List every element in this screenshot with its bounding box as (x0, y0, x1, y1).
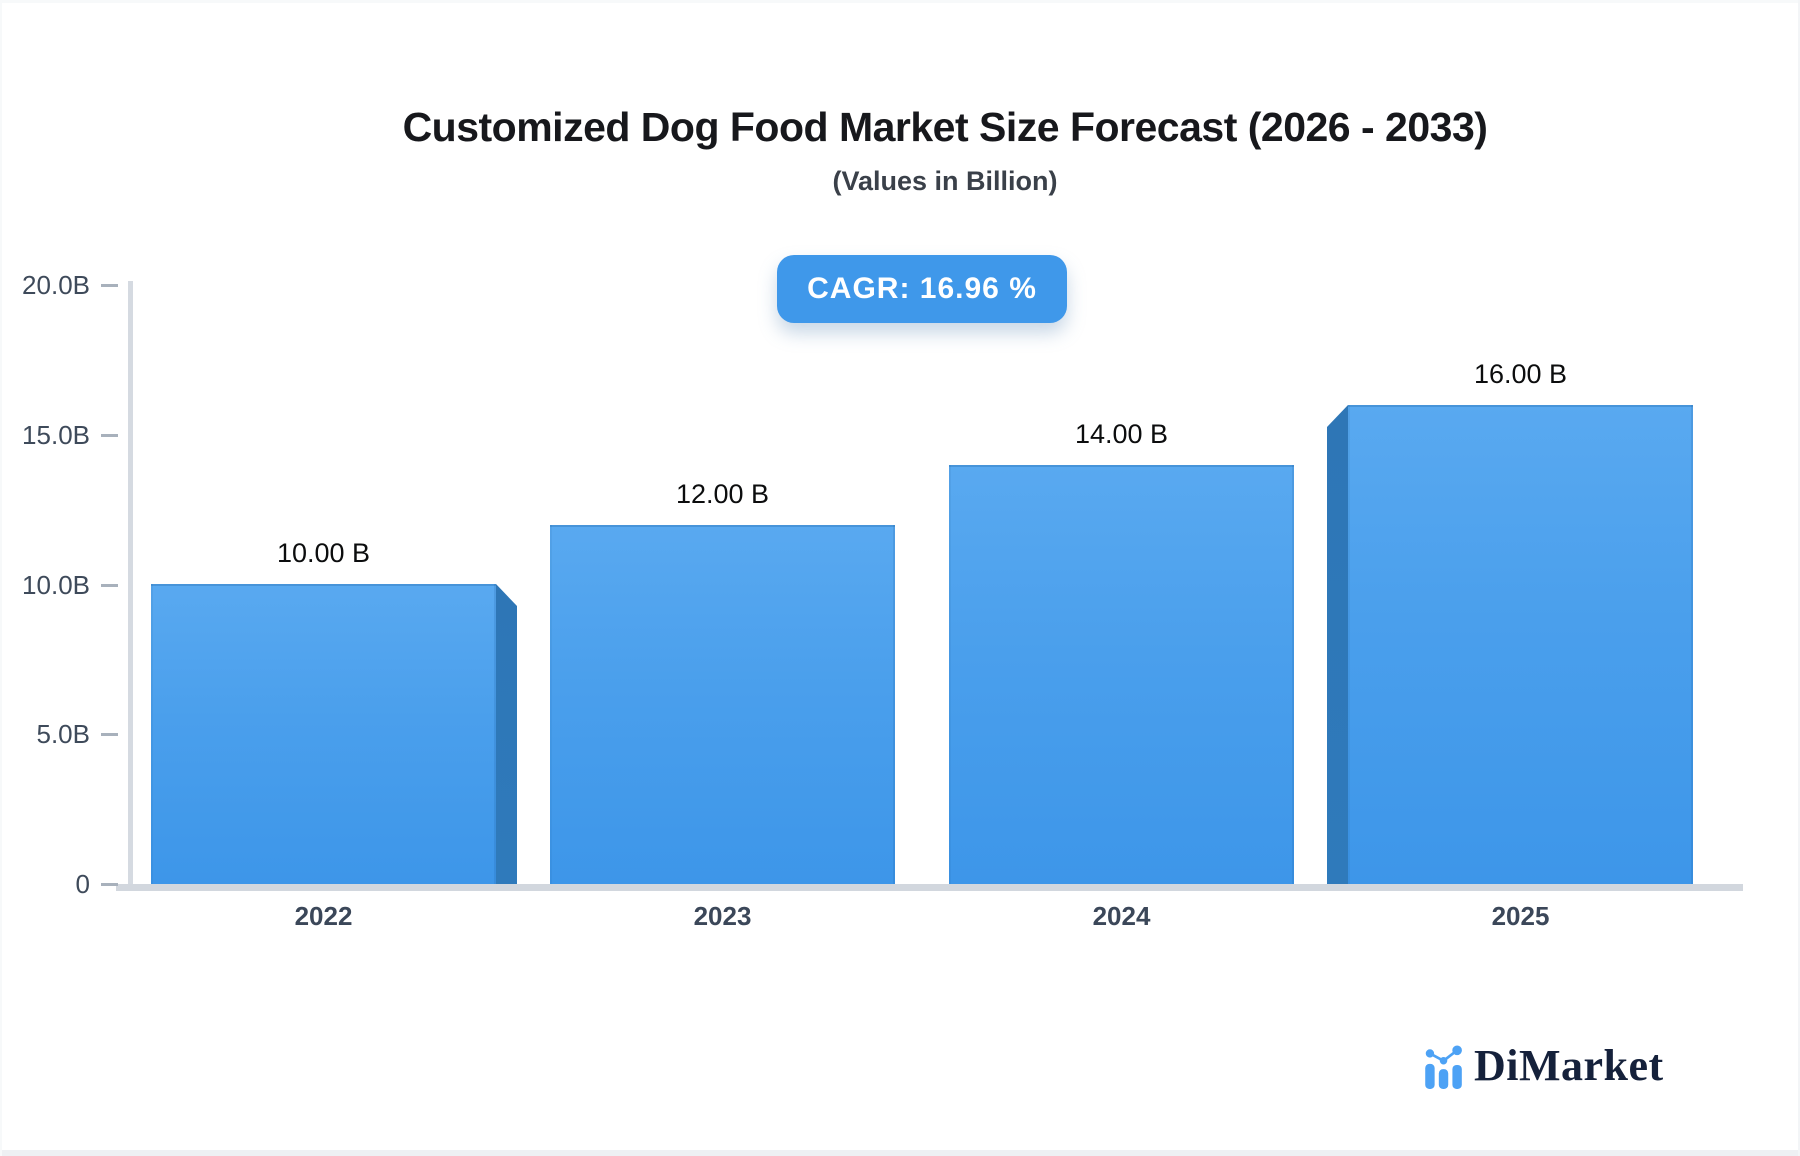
y-axis-line (128, 281, 133, 890)
bar-3d-side (496, 584, 517, 884)
y-tick-mark (101, 433, 118, 437)
canvas-bottom-edge (0, 1150, 1800, 1156)
bar (151, 584, 496, 884)
bar (1348, 405, 1693, 884)
x-axis-line (116, 884, 1743, 891)
x-tick-label: 2022 (294, 901, 353, 931)
bar-value-label: 10.00 B (276, 538, 371, 568)
y-tick-mark (101, 733, 118, 737)
y-tick-label: 20.0B (22, 270, 90, 300)
y-tick-mark (101, 284, 118, 287)
x-tick-label: 2024 (1092, 901, 1151, 931)
y-tick-mark (101, 883, 118, 886)
logo-text: DiMarket (1474, 1041, 1664, 1090)
bar (550, 525, 895, 884)
mini-bar-line-chart-icon (1425, 1045, 1462, 1089)
y-tick-label: 0 (75, 869, 90, 899)
x-tick-label: 2023 (693, 901, 752, 931)
bar-3d-side (1327, 405, 1348, 884)
cagr-badge: CAGR: 16.96 % (777, 255, 1067, 323)
chart-title: Customized Dog Food Market Size Forecast… (402, 104, 1488, 150)
canvas-top-edge (0, 0, 1800, 3)
y-tick-mark (101, 583, 118, 587)
x-tick-label: 2025 (1491, 901, 1550, 931)
y-tick-label: 10.0B (22, 569, 90, 600)
chart-subtitle: (Values in Billion) (832, 166, 1058, 196)
bar-value-label: 14.00 B (1074, 419, 1169, 449)
y-tick-label: 15.0B (22, 419, 90, 450)
bar-value-label: 12.00 B (675, 479, 770, 509)
bar-value-label: 16.00 B (1473, 359, 1568, 389)
logo: DiMarket (1422, 1043, 1664, 1089)
y-tick-label: 5.0B (36, 719, 91, 750)
canvas-left-edge (0, 0, 2, 1156)
bar (949, 465, 1294, 884)
canvas-right-edge (1798, 0, 1800, 1156)
